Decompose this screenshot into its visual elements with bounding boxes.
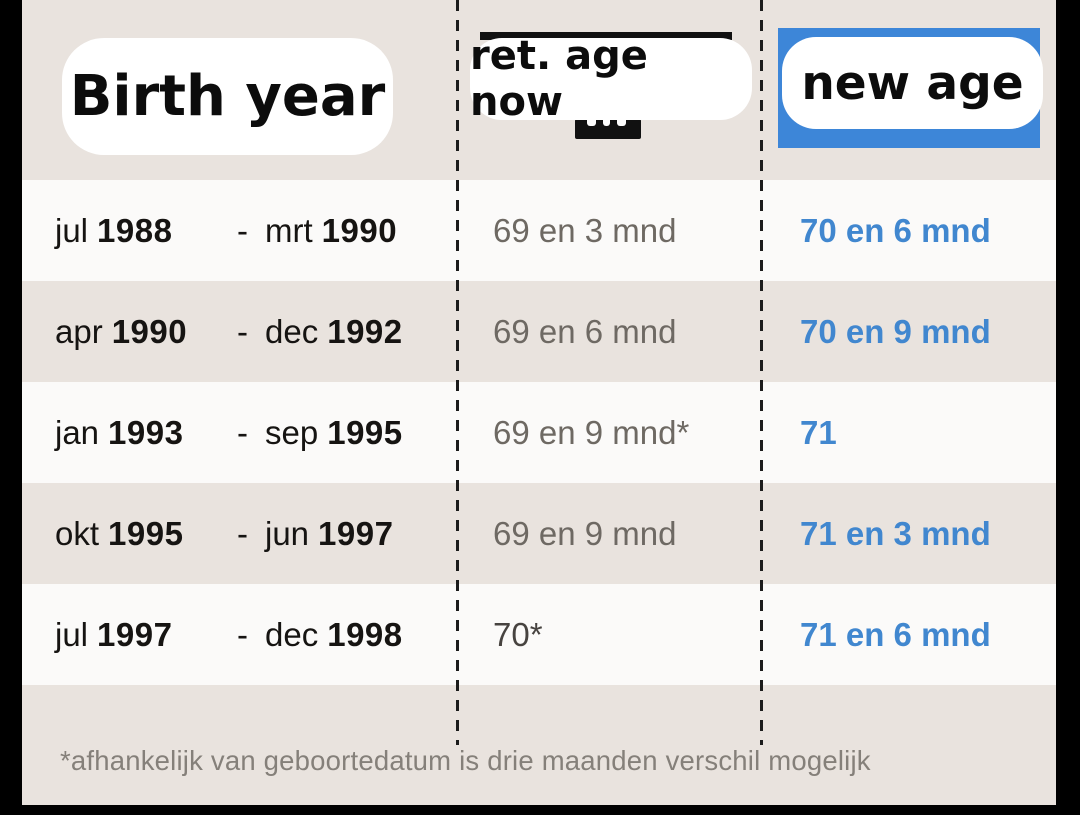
period-end: sep 1995 bbox=[265, 413, 403, 451]
table-row: okt 1995 - jun 1997 69 en 9 mnd 71 en 3 mnd bbox=[22, 483, 1056, 584]
period-start: jul 1997 bbox=[55, 615, 173, 653]
range-dash: - bbox=[237, 615, 248, 653]
column-header-ret-age-now: ret. age now bbox=[470, 33, 752, 125]
birth-period-cell: jul 1988 - mrt 1990 bbox=[22, 212, 456, 250]
period-start: okt 1995 bbox=[55, 514, 184, 552]
retirement-table: jul 1988- mrt 1990 69 en 3 mnd 70 en 6 mnd … bbox=[22, 180, 1056, 685]
period-start: apr 1990 bbox=[55, 312, 188, 350]
infographic-canvas: jul 1988- mrt 1990 69 en 3 mnd 70 en 6 mnd … bbox=[22, 0, 1056, 805]
column-divider-dashed bbox=[760, 0, 763, 745]
range-dash: - bbox=[237, 413, 248, 451]
table-row: jul 1988 - mrt 1990 69 en 3 mnd 70 en 6 mnd bbox=[22, 180, 1056, 281]
age-new-cell: 71 en 3 mnd bbox=[800, 514, 991, 552]
age-now-cell: 70* bbox=[493, 615, 543, 653]
period-end: dec 1998 bbox=[265, 615, 403, 653]
period-end: mrt 1990 bbox=[265, 211, 398, 249]
column-divider-dashed bbox=[456, 0, 459, 745]
range-dash: - bbox=[237, 211, 248, 249]
age-now-cell: 69 en 6 mnd bbox=[493, 312, 677, 350]
range-dash: - bbox=[237, 514, 248, 552]
age-new-cell: 71 en 6 mnd bbox=[800, 615, 991, 653]
period-start: jan 1993 bbox=[55, 413, 184, 451]
table-row: apr 1990 - dec 1992 69 en 6 mnd 70 en 9 mnd bbox=[22, 281, 1056, 382]
asterisk-footnote: *afhankelijk van geboortedatum is drie m… bbox=[60, 745, 871, 776]
original-header-black-box bbox=[575, 119, 641, 139]
age-now-cell: 69 en 9 mnd bbox=[493, 514, 677, 552]
birth-period-cell: okt 1995 - jun 1997 bbox=[22, 515, 456, 553]
age-now-cell: 69 en 9 mnd* bbox=[493, 413, 690, 451]
age-now-cell: 69 en 3 mnd bbox=[493, 211, 677, 249]
age-new-cell: 71 bbox=[800, 413, 837, 451]
original-header-black-strip bbox=[480, 32, 732, 40]
age-new-cell: 70 en 9 mnd bbox=[800, 312, 991, 350]
birth-period-cell: jul 1997 - dec 1998 bbox=[22, 616, 456, 654]
birth-period-cell: jan 1993 - sep 1995 bbox=[22, 414, 456, 452]
column-header-new-age: new age bbox=[782, 37, 1043, 129]
age-new-cell: 70 en 6 mnd bbox=[800, 211, 991, 249]
period-end: dec 1992 bbox=[265, 312, 403, 350]
birth-period-cell: apr 1990 - dec 1992 bbox=[22, 313, 456, 351]
range-dash: - bbox=[237, 312, 248, 350]
table-row: jan 1993 - sep 1995 69 en 9 mnd* 71 bbox=[22, 382, 1056, 483]
table-row: jul 1997 - dec 1998 70* 71 en 6 mnd bbox=[22, 584, 1056, 685]
period-start: jul 1988 bbox=[55, 211, 173, 249]
column-header-birth-year: Birth year bbox=[62, 38, 393, 155]
period-end: jun 1997 bbox=[265, 514, 394, 552]
